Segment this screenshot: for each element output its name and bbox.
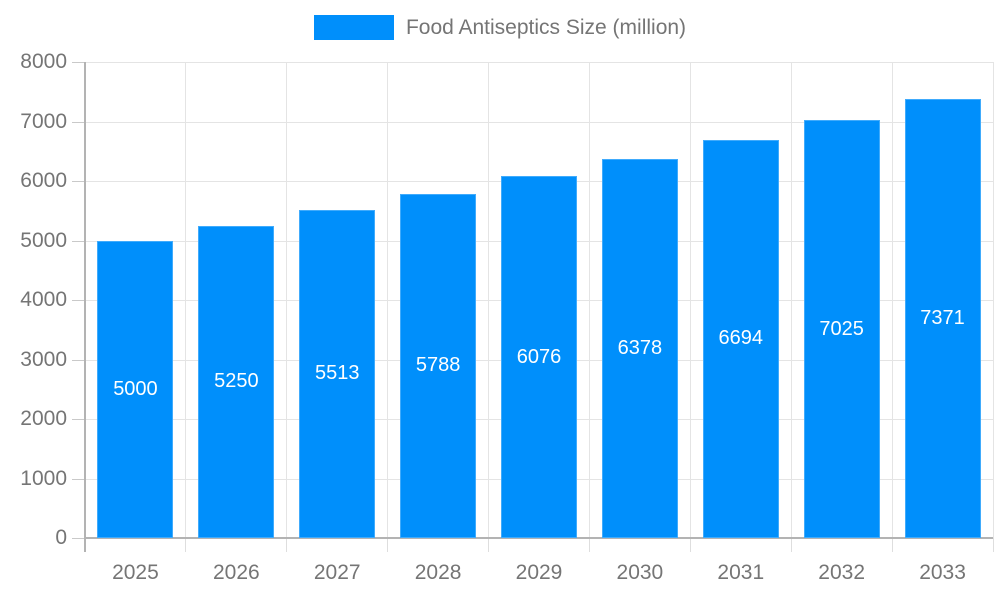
x-tick-label: 2029 [515, 561, 563, 584]
bar-value-label: 7025 [819, 317, 864, 340]
y-axis-line [84, 62, 86, 552]
y-tick-label: 4000 [20, 288, 67, 311]
y-axis-tick [72, 538, 85, 539]
y-axis-tick [72, 121, 85, 123]
gridline-vertical [891, 62, 893, 538]
bar-value-label: 5250 [214, 370, 259, 393]
bar[interactable]: 6378 [601, 158, 678, 538]
gridline-vertical [992, 62, 994, 538]
x-tick-label: 2027 [313, 561, 361, 584]
x-tick-label: 2032 [818, 561, 866, 584]
bar-value-label: 5000 [113, 377, 158, 400]
x-axis-tick [185, 538, 187, 552]
gridline-vertical [488, 62, 490, 538]
y-axis-tick [72, 300, 85, 301]
y-axis-tick [72, 62, 85, 63]
bar-value-label: 6076 [516, 345, 562, 368]
x-axis-tick [689, 538, 691, 552]
y-tick-label: 1000 [20, 466, 67, 490]
x-axis-tick [286, 538, 288, 552]
bar-value-label: 5513 [314, 362, 360, 385]
bar-value-label: 7371 [920, 307, 965, 330]
bar[interactable]: 7371 [904, 99, 981, 538]
bar[interactable]: 5788 [400, 193, 477, 538]
bar[interactable]: 6076 [501, 176, 577, 538]
y-tick-label: 5000 [20, 228, 67, 252]
bar[interactable]: 7025 [803, 120, 880, 538]
gridline-vertical [790, 62, 792, 538]
x-axis-tick [387, 538, 389, 552]
bar[interactable]: 6694 [702, 139, 779, 538]
y-tick-label: 2000 [20, 407, 67, 430]
gridline-vertical [286, 62, 288, 538]
x-tick-label: 2031 [717, 561, 765, 584]
x-axis-tick [588, 538, 590, 552]
gridline-vertical [689, 62, 691, 538]
y-tick-label: 3000 [20, 347, 67, 371]
x-tick-label: 2028 [414, 561, 462, 584]
y-tick-label: 7000 [20, 109, 67, 133]
legend-label: Food Antiseptics Size (million) [405, 15, 687, 39]
gridline-vertical [185, 62, 187, 538]
bar-value-label: 6694 [718, 327, 764, 350]
bar-value-label: 6378 [617, 336, 663, 359]
y-axis-tick [72, 478, 85, 480]
gridline-horizontal [85, 121, 993, 123]
x-tick-label: 2026 [212, 561, 260, 584]
legend-swatch [313, 15, 394, 40]
legend[interactable]: Food Antiseptics Size (million) [0, 15, 1000, 40]
x-axis-line [85, 537, 993, 539]
y-axis-tick [72, 181, 85, 182]
bar[interactable]: 5250 [198, 225, 275, 538]
gridline-horizontal [85, 62, 993, 63]
x-tick-label: 2030 [616, 561, 664, 584]
y-tick-label: 6000 [20, 169, 67, 192]
gridline-vertical [387, 62, 389, 538]
x-axis-tick [790, 538, 792, 552]
bar[interactable]: 5000 [97, 240, 174, 538]
bar[interactable]: 5513 [299, 209, 376, 538]
y-axis-tick [72, 419, 85, 420]
x-axis-tick [488, 538, 490, 552]
y-tick-label: 8000 [20, 50, 67, 73]
gridline-vertical [588, 62, 590, 538]
x-axis-tick [891, 538, 893, 552]
x-tick-label: 2033 [919, 561, 966, 584]
x-axis-tick [992, 538, 994, 552]
y-axis-tick [72, 240, 85, 242]
x-tick-label: 2025 [112, 561, 159, 584]
plot-area: 0 1000 2000 3000 4000 5000 6000 7000 8000 5000 202… [20, 51, 994, 584]
y-tick-label: 0 [55, 526, 67, 549]
y-axis-tick [72, 359, 85, 361]
bar-value-label: 5788 [415, 354, 461, 377]
